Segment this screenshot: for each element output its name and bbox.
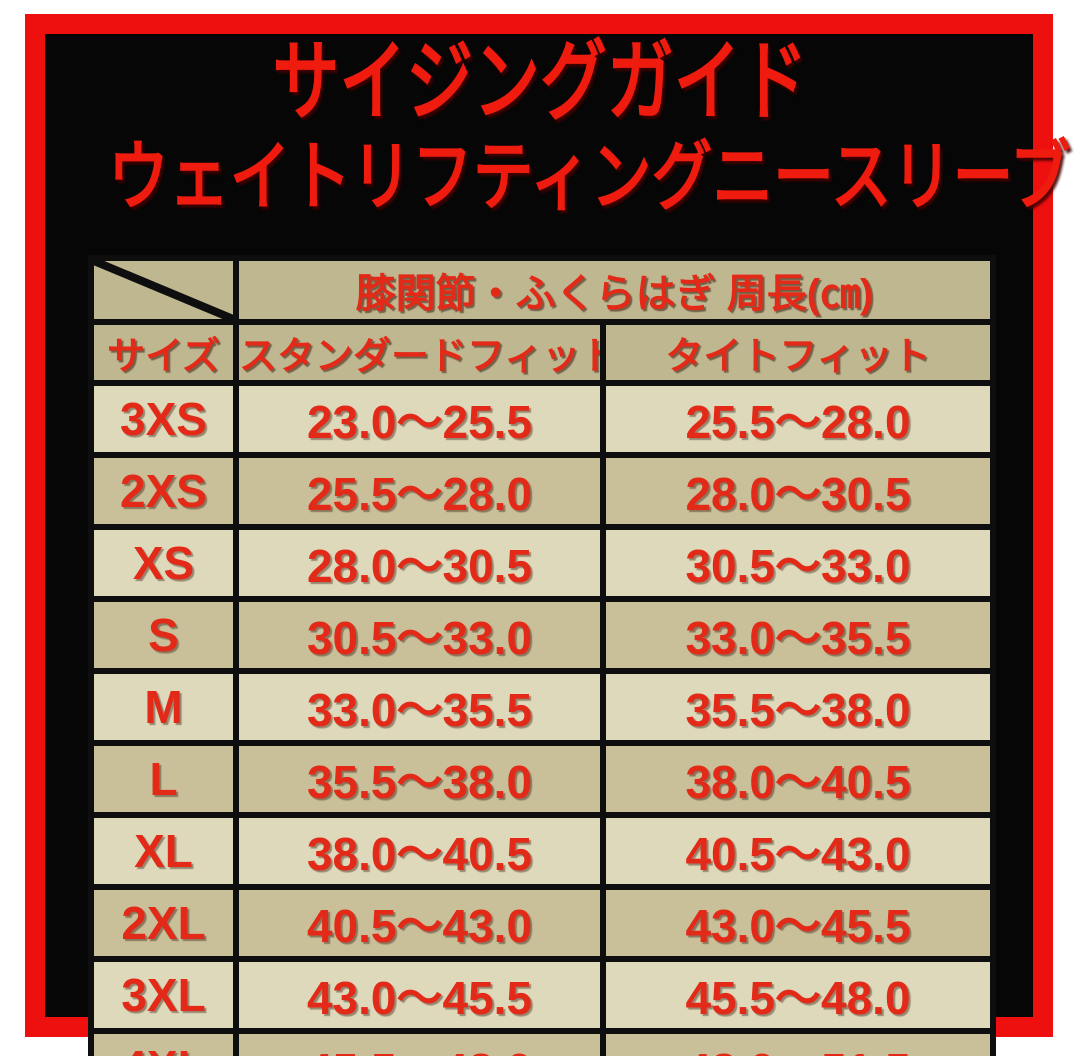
table-row-xs: XS 28.0〜30.5 30.5〜33.0 <box>88 524 997 602</box>
tight-fit-cell: 40.5〜43.0 <box>599 812 997 890</box>
table-row-s: S 30.5〜33.0 33.0〜35.5 <box>88 596 997 674</box>
standard-fit-cell: 43.0〜45.5 <box>233 956 606 1034</box>
table-row-2xs: 2XS 25.5〜28.0 28.0〜30.5 <box>88 452 997 530</box>
title-line-2: ウェイトリフティングニースリーブ <box>108 135 1071 220</box>
size-cell: 3XL <box>88 956 239 1034</box>
size-cell: 3XS <box>88 380 239 458</box>
table-row-xl: XL 38.0〜40.5 40.5〜43.0 <box>88 812 997 890</box>
column-header-size: サイズ <box>88 319 239 386</box>
table-row-3xs: 3XS 23.0〜25.5 25.5〜28.0 <box>88 380 997 458</box>
size-cell: XS <box>88 524 239 602</box>
standard-fit-cell: 33.0〜35.5 <box>233 668 606 746</box>
standard-fit-cell: 35.5〜38.0 <box>233 740 606 818</box>
size-cell: 2XL <box>88 884 239 962</box>
size-cell: 4XL <box>88 1028 239 1056</box>
column-header-standard-fit: スタンダードフィット <box>233 319 606 386</box>
tight-fit-cell: 33.0〜35.5 <box>599 596 997 674</box>
tight-fit-cell: 48.0〜51.5 <box>599 1028 997 1056</box>
tight-fit-cell: 28.0〜30.5 <box>599 452 997 530</box>
tight-fit-cell: 45.5〜48.0 <box>599 956 997 1034</box>
table-row-m: M 33.0〜35.5 35.5〜38.0 <box>88 668 997 746</box>
diagonal-cell <box>88 255 239 325</box>
tight-fit-cell: 38.0〜40.5 <box>599 740 997 818</box>
size-cell: S <box>88 596 239 674</box>
table-row-3xl: 3XL 43.0〜45.5 45.5〜48.0 <box>88 956 997 1034</box>
table-row-2xl: 2XL 40.5〜43.0 43.0〜45.5 <box>88 884 997 962</box>
standard-fit-cell: 40.5〜43.0 <box>233 884 606 962</box>
standard-fit-cell: 28.0〜30.5 <box>233 524 606 602</box>
diagonal-line-icon <box>97 264 230 316</box>
standard-fit-cell: 25.5〜28.0 <box>233 452 606 530</box>
standard-fit-cell: 38.0〜40.5 <box>233 812 606 890</box>
tight-fit-cell: 30.5〜33.0 <box>599 524 997 602</box>
table-row-4xl: 4XL 45.5〜48.0 48.0〜51.5 <box>88 1028 997 1056</box>
standard-fit-cell: 45.5〜48.0 <box>233 1028 606 1056</box>
size-cell: 2XS <box>88 452 239 530</box>
column-header-tight-fit: タイトフィット <box>599 319 997 386</box>
circumference-header: 膝関節・ふくらはぎ 周長(㎝) <box>232 255 997 325</box>
tight-fit-cell: 35.5〜38.0 <box>599 668 997 746</box>
size-cell: M <box>88 668 239 746</box>
standard-fit-cell: 23.0〜25.5 <box>233 380 606 458</box>
size-cell: L <box>88 740 239 818</box>
table-column-header-row: サイズ スタンダードフィット タイトフィット <box>88 319 997 386</box>
tight-fit-cell: 25.5〜28.0 <box>599 380 997 458</box>
table-row-l: L 35.5〜38.0 38.0〜40.5 <box>88 740 997 818</box>
size-cell: XL <box>88 812 239 890</box>
tight-fit-cell: 43.0〜45.5 <box>599 884 997 962</box>
sizing-table: 膝関節・ふくらはぎ 周長(㎝) サイズ スタンダードフィット タイトフィット 3… <box>88 255 997 1056</box>
standard-fit-cell: 30.5〜33.0 <box>233 596 606 674</box>
table-header-merged-row: 膝関節・ふくらはぎ 周長(㎝) <box>88 255 997 325</box>
title-line-1: サイジングガイド <box>272 32 808 131</box>
page-title: サイジングガイド ウェイトリフティングニースリーブ <box>0 38 1080 216</box>
